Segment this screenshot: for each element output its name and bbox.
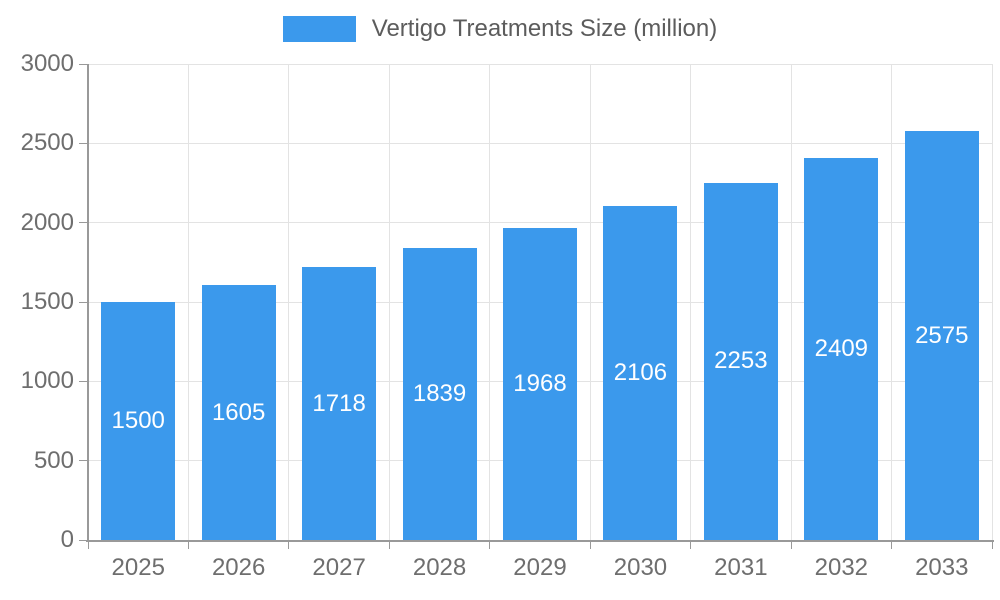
y-tick-label: 0: [60, 526, 74, 553]
bar-value-label: 1968: [513, 369, 567, 397]
x-gridline: [790, 64, 792, 540]
x-gridline: [388, 64, 390, 540]
x-gridline: [288, 64, 290, 540]
y-tick-label: 500: [33, 446, 74, 474]
x-tick-label: 2029: [513, 554, 567, 581]
y-tick-label: 3000: [20, 50, 74, 77]
y-tick-label: 1000: [20, 367, 74, 395]
y-axis-tick: [79, 301, 88, 303]
y-tick-label: 2000: [20, 208, 74, 236]
legend-swatch: [282, 16, 356, 42]
y-axis-tick: [79, 222, 88, 224]
bar-value-label: 1500: [111, 407, 165, 434]
bar-value-label: 1839: [412, 380, 467, 408]
x-axis-tick: [187, 540, 189, 549]
x-axis-tick: [388, 540, 390, 549]
bar-value-label: 1718: [312, 389, 366, 417]
bar-value-label: 1605: [211, 398, 266, 426]
y-gridline: [88, 222, 992, 224]
x-gridline: [489, 64, 491, 540]
bar[interactable]: 1718: [302, 267, 377, 540]
legend[interactable]: Vertigo Treatments Size (million): [0, 15, 1000, 43]
x-tick-label: 2030: [613, 554, 668, 581]
x-gridline: [690, 64, 692, 540]
x-tick-label: 2032: [814, 554, 869, 581]
bar[interactable]: 2575: [904, 131, 979, 540]
x-axis-tick: [690, 540, 692, 549]
y-axis-line: [87, 64, 89, 540]
x-axis-tick: [489, 540, 491, 549]
bar[interactable]: 2106: [603, 205, 678, 540]
bar-value-label: 2575: [915, 321, 969, 349]
x-tick-label: 2028: [412, 554, 467, 581]
x-axis-tick: [790, 540, 792, 549]
x-tick-label: 2026: [211, 554, 266, 581]
bar[interactable]: 1500: [101, 302, 176, 540]
y-axis-tick: [79, 142, 88, 144]
bar-value-label: 2409: [814, 334, 869, 362]
bar[interactable]: 2253: [703, 182, 778, 540]
bar[interactable]: 2409: [804, 157, 879, 540]
y-gridline: [88, 142, 992, 144]
y-axis-tick: [79, 380, 88, 382]
y-axis-tick: [79, 539, 88, 541]
x-axis-tick: [891, 540, 893, 549]
y-tick-label: 2500: [20, 129, 74, 157]
x-axis-tick: [589, 540, 591, 549]
x-axis-tick: [288, 540, 290, 549]
y-axis-tick: [79, 460, 88, 462]
x-tick-label: 2031: [714, 554, 768, 581]
x-tick-label: 2025: [111, 554, 165, 581]
bar-value-label: 2253: [714, 347, 768, 375]
bar[interactable]: 1605: [201, 285, 276, 540]
x-axis-line: [86, 540, 994, 542]
y-gridline: [88, 63, 992, 65]
plot-area: 0 500 1000 1500 2000 2500 3000 2025 1500 2026 1605…: [21, 52, 994, 580]
x-gridline: [589, 64, 591, 540]
x-gridline: [891, 64, 893, 540]
x-gridline: [187, 64, 189, 540]
bar[interactable]: 1839: [402, 248, 477, 540]
y-tick-label: 1500: [20, 288, 74, 315]
bar[interactable]: 1968: [503, 227, 577, 540]
x-axis-tick: [991, 540, 993, 549]
x-tick-label: 2033: [915, 554, 969, 581]
legend-label: Vertigo Treatments Size (million): [371, 15, 718, 42]
x-tick-label: 2027: [312, 554, 366, 581]
bar-value-label: 2106: [613, 358, 668, 386]
x-gridline: [991, 64, 993, 540]
y-axis-tick: [79, 63, 88, 65]
x-axis-tick: [87, 540, 89, 549]
